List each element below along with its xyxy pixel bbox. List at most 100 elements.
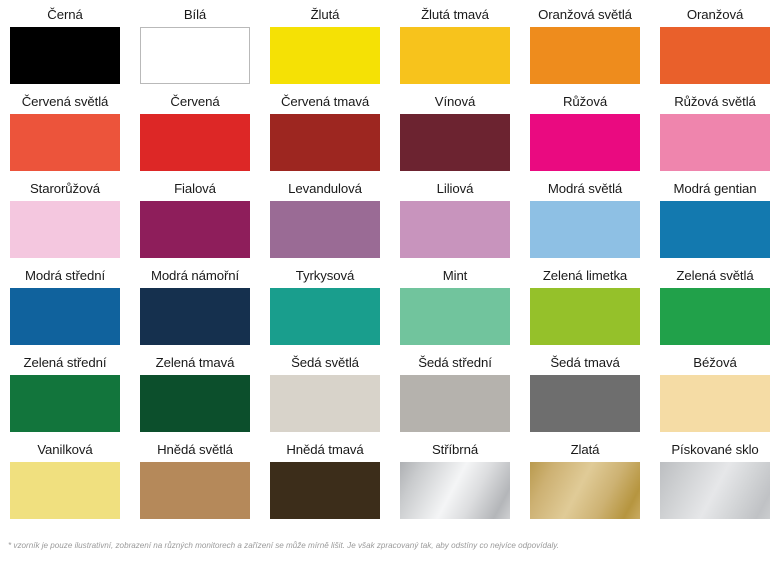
- swatch-cell[interactable]: Béžová: [650, 348, 775, 435]
- swatch-cell[interactable]: Vínová: [390, 87, 520, 174]
- swatch-cell[interactable]: Mint: [390, 261, 520, 348]
- swatch-cell[interactable]: Oranžová: [650, 0, 775, 87]
- swatch-cell[interactable]: Červená: [130, 87, 260, 174]
- swatch-cell[interactable]: Modrá střední: [0, 261, 130, 348]
- swatch-cell[interactable]: Modrá námořní: [130, 261, 260, 348]
- swatch-chip[interactable]: [140, 375, 250, 432]
- swatch-label: Hnědá světlá: [157, 442, 233, 457]
- swatch-cell[interactable]: Liliová: [390, 174, 520, 261]
- swatch-chip[interactable]: [10, 462, 120, 519]
- swatch-chip[interactable]: [530, 201, 640, 258]
- swatch-label: Zelená světlá: [676, 268, 754, 283]
- swatch-cell[interactable]: Tyrkysová: [260, 261, 390, 348]
- swatch-chip[interactable]: [270, 288, 380, 345]
- swatch-cell[interactable]: Černá: [0, 0, 130, 87]
- swatch-label: Fialová: [174, 181, 216, 196]
- swatch-chip[interactable]: [400, 201, 510, 258]
- swatch-chip[interactable]: [10, 375, 120, 432]
- swatch-label: Hnědá tmavá: [286, 442, 364, 457]
- swatch-chip[interactable]: [660, 288, 770, 345]
- swatch-label: Oranžová: [686, 7, 744, 22]
- swatch-cell[interactable]: Pískované sklo: [650, 435, 775, 522]
- swatch-label: Červená tmavá: [280, 94, 370, 109]
- swatch-chip[interactable]: [530, 114, 640, 171]
- swatch-cell[interactable]: Zlatá: [520, 435, 650, 522]
- swatch-chip[interactable]: [270, 27, 380, 84]
- swatch-chip[interactable]: [10, 27, 120, 84]
- swatch-cell[interactable]: Žlutá tmavá: [390, 0, 520, 87]
- swatch-cell[interactable]: Fialová: [130, 174, 260, 261]
- swatch-chip[interactable]: [400, 462, 510, 519]
- swatch-chip[interactable]: [140, 201, 250, 258]
- swatch-chip[interactable]: [140, 27, 250, 84]
- swatch-chip[interactable]: [140, 114, 250, 171]
- swatch-label: Liliová: [436, 181, 474, 196]
- swatch-label: Mint: [442, 268, 468, 283]
- swatch-label: Tyrkysová: [295, 268, 355, 283]
- swatch-label: Šedá střední: [418, 355, 492, 370]
- swatch-cell[interactable]: Bílá: [130, 0, 260, 87]
- swatch-label: Levandulová: [288, 181, 362, 196]
- swatch-chip[interactable]: [140, 288, 250, 345]
- swatch-label: Růžová: [562, 94, 608, 109]
- swatch-chip[interactable]: [660, 375, 770, 432]
- swatch-label: Růžová světlá: [674, 94, 756, 109]
- swatch-cell[interactable]: Zelená střední: [0, 348, 130, 435]
- swatch-chip[interactable]: [400, 27, 510, 84]
- swatch-label: Stříbrná: [431, 442, 479, 457]
- swatch-label: Zelená střední: [23, 355, 107, 370]
- swatch-cell[interactable]: Zelená světlá: [650, 261, 775, 348]
- swatch-cell[interactable]: Oranžová světlá: [520, 0, 650, 87]
- swatch-chip[interactable]: [530, 27, 640, 84]
- swatch-label: Červená: [170, 94, 220, 109]
- swatch-chip[interactable]: [400, 114, 510, 171]
- swatch-label: Zlatá: [570, 442, 600, 457]
- swatch-chip[interactable]: [10, 201, 120, 258]
- swatch-cell[interactable]: Žlutá: [260, 0, 390, 87]
- swatch-cell[interactable]: Modrá světlá: [520, 174, 650, 261]
- swatch-chip[interactable]: [660, 27, 770, 84]
- swatch-cell[interactable]: Levandulová: [260, 174, 390, 261]
- swatch-cell[interactable]: Červená tmavá: [260, 87, 390, 174]
- swatch-label: Modrá gentian: [673, 181, 757, 196]
- swatch-chip[interactable]: [270, 375, 380, 432]
- swatch-cell[interactable]: Šedá tmavá: [520, 348, 650, 435]
- swatch-cell[interactable]: Stříbrná: [390, 435, 520, 522]
- swatch-label: Šedá světlá: [291, 355, 359, 370]
- swatch-cell[interactable]: Šedá světlá: [260, 348, 390, 435]
- swatch-label: Zelená limetka: [542, 268, 628, 283]
- swatch-cell[interactable]: Modrá gentian: [650, 174, 775, 261]
- swatch-cell[interactable]: Růžová: [520, 87, 650, 174]
- swatch-chip[interactable]: [270, 114, 380, 171]
- swatch-chip[interactable]: [530, 375, 640, 432]
- swatch-label: Bílá: [183, 7, 207, 22]
- swatch-label: Žlutá: [310, 7, 340, 22]
- swatch-cell[interactable]: Šedá střední: [390, 348, 520, 435]
- swatch-label: Žlutá tmavá: [421, 7, 489, 22]
- swatch-chip[interactable]: [10, 288, 120, 345]
- swatch-chip[interactable]: [270, 201, 380, 258]
- swatch-chip[interactable]: [660, 201, 770, 258]
- swatch-cell[interactable]: Hnědá tmavá: [260, 435, 390, 522]
- swatch-cell[interactable]: Růžová světlá: [650, 87, 775, 174]
- swatch-label: Vínová: [434, 94, 476, 109]
- swatch-chip[interactable]: [140, 462, 250, 519]
- swatch-chip[interactable]: [270, 462, 380, 519]
- swatch-chip[interactable]: [10, 114, 120, 171]
- swatch-chip[interactable]: [400, 375, 510, 432]
- swatch-cell[interactable]: Zelená tmavá: [130, 348, 260, 435]
- swatch-label: Starorůžová: [29, 181, 100, 196]
- swatch-chip[interactable]: [660, 462, 770, 519]
- swatch-chip[interactable]: [530, 288, 640, 345]
- swatch-cell[interactable]: Vanilková: [0, 435, 130, 522]
- swatch-chip[interactable]: [660, 114, 770, 171]
- swatch-chip[interactable]: [530, 462, 640, 519]
- swatch-cell[interactable]: Starorůžová: [0, 174, 130, 261]
- swatch-chip[interactable]: [400, 288, 510, 345]
- swatch-label: Modrá světlá: [547, 181, 623, 196]
- swatch-label: Pískované sklo: [671, 442, 759, 457]
- swatch-label: Černá: [47, 7, 83, 22]
- swatch-cell[interactable]: Zelená limetka: [520, 261, 650, 348]
- swatch-cell[interactable]: Hnědá světlá: [130, 435, 260, 522]
- swatch-cell[interactable]: Červená světlá: [0, 87, 130, 174]
